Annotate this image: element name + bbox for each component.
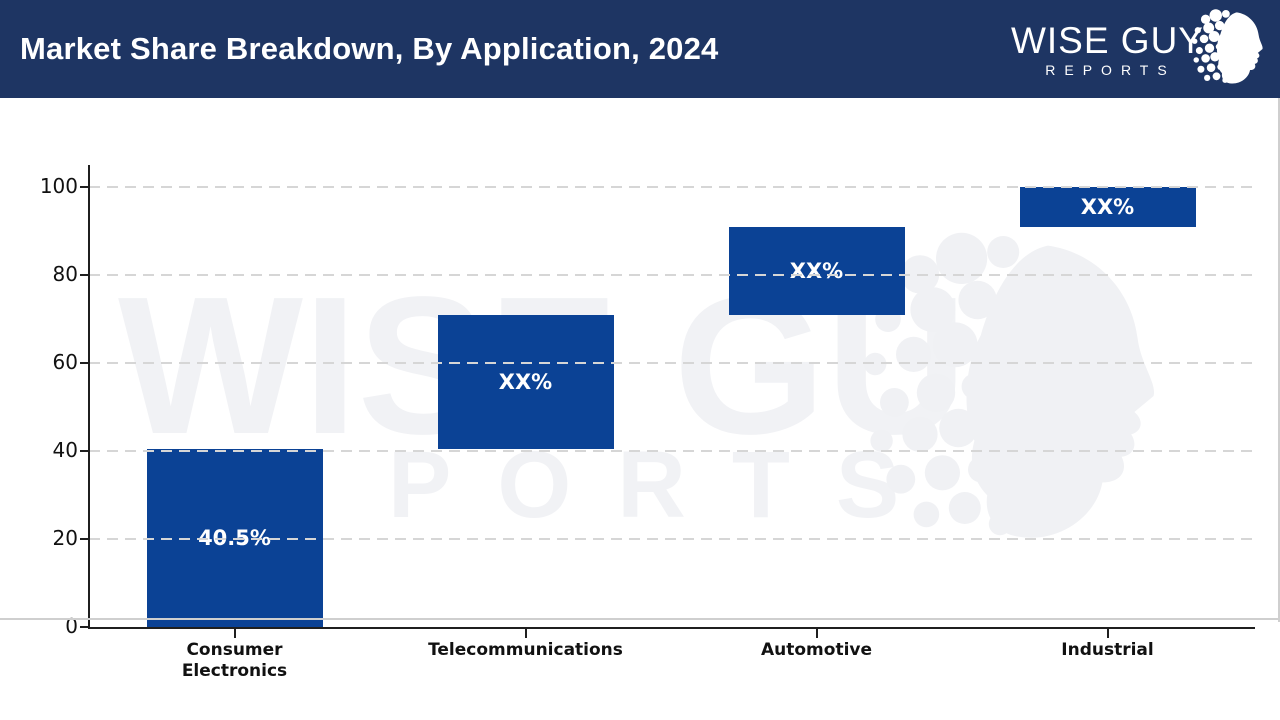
chart-area: WISE GU PORTS 0 20 40 60 80 100 40.5% Consumer … — [0, 98, 1280, 720]
x-tick — [1106, 629, 1109, 638]
y-tick-label: 100 — [39, 174, 78, 198]
bar-value-label: 40.5% — [198, 525, 271, 550]
y-tick-label: 20 — [52, 526, 78, 550]
page-bottom-border — [0, 618, 1280, 620]
y-axis-spine — [88, 165, 90, 629]
logo-subtitle: REPORTS — [1045, 62, 1176, 78]
watermark-subtitle: PORTS — [388, 432, 946, 538]
x-tick — [815, 629, 818, 638]
gridline-100 — [89, 186, 1253, 188]
bar-automotive: XX% — [728, 226, 905, 315]
y-tick — [80, 538, 89, 540]
y-tick-label: 80 — [52, 262, 78, 286]
y-tick — [80, 274, 89, 276]
wise-guy-reports-logo: WISE GUY REPORTS — [1011, 0, 1266, 98]
y-tick — [80, 626, 89, 628]
x-category-label-consumer-electronics: Consumer Electronics — [181, 640, 288, 682]
x-tick — [233, 629, 236, 638]
page-title: Market Share Breakdown, By Application, … — [20, 31, 719, 66]
y-tick-label: 40 — [52, 438, 78, 462]
gridline-40 — [89, 450, 1253, 452]
gridline-60 — [89, 362, 1253, 364]
gridline-80 — [89, 274, 1253, 276]
y-tick-label: 0 — [65, 614, 78, 638]
gridline-20 — [89, 538, 1253, 540]
logo-wordmark: WISE GUY — [1010, 20, 1204, 61]
x-axis-spine — [88, 627, 1255, 629]
y-tick-label: 60 — [52, 350, 78, 374]
x-category-label-automotive: Automotive — [760, 640, 873, 660]
y-tick — [80, 186, 89, 188]
logo-text: WISE GUY REPORTS — [1011, 22, 1204, 78]
x-tick — [524, 629, 527, 638]
y-tick — [80, 450, 89, 452]
x-category-label-telecommunications: Telecommunications — [428, 640, 623, 660]
bar-value-label: XX% — [498, 369, 553, 394]
header-bar: Market Share Breakdown, By Application, … — [0, 0, 1280, 98]
bar-value-label: XX% — [789, 258, 844, 283]
bar-industrial: XX% — [1019, 187, 1196, 227]
dotted-face-logo-icon — [1191, 9, 1263, 84]
bar-value-label: XX% — [1080, 194, 1135, 219]
x-category-label-industrial: Industrial — [1061, 640, 1154, 660]
bar-consumer-electronics: 40.5% — [146, 448, 323, 627]
page-right-border — [1278, 0, 1280, 622]
y-tick — [80, 362, 89, 364]
bar-telecommunications: XX% — [437, 314, 614, 449]
